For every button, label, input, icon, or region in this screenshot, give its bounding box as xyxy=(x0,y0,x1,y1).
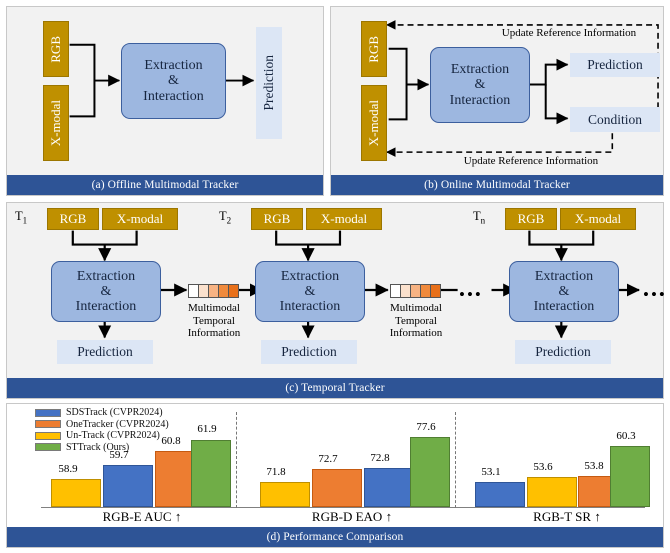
time-label-t1: T1 xyxy=(15,209,28,226)
panel-d-caption: (d) Performance Comparison xyxy=(7,527,663,547)
legend-label-untrack: Un-Track (CVPR2024) xyxy=(66,430,160,442)
bar-value: 72.8 xyxy=(370,452,390,464)
feedback-label-top: Update Reference Information xyxy=(501,27,637,39)
output-box-prediction-t1: Prediction xyxy=(57,340,153,364)
legend-item: Un-Track (CVPR2024) xyxy=(35,430,169,442)
panel-temporal-tracker: T1 RGB X-modal Extraction & Interaction … xyxy=(6,202,665,399)
bar-rgbd-onetracker xyxy=(312,469,362,507)
sequence-ellipsis-end: ••• xyxy=(643,285,667,304)
chart-plot-area: SDSTrack (CVPR2024) OneTracker (CVPR2024… xyxy=(7,404,663,527)
input-box-rgb-tn: RGB xyxy=(505,208,557,230)
core-box-extraction-interaction-t1: Extraction & Interaction xyxy=(51,261,161,322)
panel-c-arrows xyxy=(71,230,640,339)
chart-legend: SDSTrack (CVPR2024) OneTracker (CVPR2024… xyxy=(35,407,169,453)
memory-label-2: Multimodal Temporal Information xyxy=(389,302,443,340)
bar-rgbt-sdstrack xyxy=(475,482,525,507)
legend-swatch-untrack xyxy=(35,431,61,440)
feedback-label-bottom: Update Reference Information xyxy=(463,155,599,167)
memory-label-1: Multimodal Temporal Information xyxy=(187,302,241,340)
panel-b-arrows xyxy=(386,20,659,157)
group-separator-1 xyxy=(236,412,237,508)
bar-value: 53.8 xyxy=(584,460,604,472)
panel-online-multimodal-tracker: RGB X-modal Extraction & Interaction Pre… xyxy=(330,6,664,196)
panel-b-body: RGB X-modal Extraction & Interaction Pre… xyxy=(331,7,663,175)
output-box-prediction-t2: Prediction xyxy=(261,340,357,364)
legend-label-sttrack: STTrack (Ours) xyxy=(66,441,130,453)
input-box-rgb: RGB xyxy=(361,21,387,77)
panel-a-body: RGB X-modal Extraction & Interaction Pre… xyxy=(7,7,323,175)
bar-rgbe-untrack xyxy=(51,479,101,507)
legend-swatch-sttrack xyxy=(35,443,61,452)
input-box-rgb-t2: RGB xyxy=(251,208,303,230)
bar-rgbd-untrack xyxy=(260,482,310,507)
output-box-condition: Condition xyxy=(570,107,660,132)
core-box-extraction-interaction: Extraction & Interaction xyxy=(430,47,530,123)
bar-value: 60.3 xyxy=(616,430,636,442)
group-label-rgb-t: RGB-T SR ↑ xyxy=(533,509,601,524)
output-box-prediction: Prediction xyxy=(256,27,282,139)
group-separator-2 xyxy=(455,412,456,508)
chart-baseline xyxy=(41,507,645,509)
input-box-xmodal: X-modal xyxy=(43,85,69,161)
panel-performance-comparison: SDSTrack (CVPR2024) OneTracker (CVPR2024… xyxy=(6,403,664,548)
bar-value: 53.1 xyxy=(481,466,501,478)
legend-swatch-sdstrack xyxy=(35,408,61,417)
group-label-rgb-d: RGB-D EAO ↑ xyxy=(311,509,393,524)
bar-rgbd-sdstrack xyxy=(364,468,414,507)
panel-offline-multimodal-tracker: RGB X-modal Extraction & Interaction Pre… xyxy=(6,6,324,196)
bar-value: 59.7 xyxy=(109,449,129,461)
bar-rgbd-sttrack xyxy=(410,437,450,507)
memory-token-strip-2 xyxy=(390,284,441,298)
bar-value: 60.8 xyxy=(161,435,181,447)
bar-rgbt-untrack xyxy=(527,477,577,507)
legend-item: SDSTrack (CVPR2024) xyxy=(35,407,169,419)
panel-a-arrows xyxy=(69,43,255,118)
legend-label-sdstrack: SDSTrack (CVPR2024) xyxy=(66,407,163,419)
bar-value: 58.9 xyxy=(58,463,78,475)
panel-c-body: T1 RGB X-modal Extraction & Interaction … xyxy=(7,203,665,378)
output-box-prediction: Prediction xyxy=(570,53,660,77)
legend-label-onetracker: OneTracker (CVPR2024) xyxy=(66,418,169,430)
core-box-extraction-interaction: Extraction & Interaction xyxy=(121,43,226,119)
sequence-ellipsis-middle: ••• xyxy=(459,285,483,304)
core-box-extraction-interaction-tn: Extraction & Interaction xyxy=(509,261,619,322)
legend-swatch-onetracker xyxy=(35,420,61,429)
output-box-prediction-tn: Prediction xyxy=(515,340,611,364)
time-label-tn: Tn xyxy=(473,209,486,226)
group-label-rgb-e: RGB-E AUC ↑ xyxy=(102,509,182,524)
bar-rgbe-sttrack xyxy=(191,440,231,507)
panel-a-caption: (a) Offline Multimodal Tracker xyxy=(7,175,323,195)
time-label-t2: T2 xyxy=(219,209,232,226)
input-box-xmodal-t1: X-modal xyxy=(102,208,178,230)
bar-value: 61.9 xyxy=(197,423,217,435)
input-box-xmodal-t2: X-modal xyxy=(306,208,382,230)
bar-value: 53.6 xyxy=(533,461,553,473)
core-box-extraction-interaction-t2: Extraction & Interaction xyxy=(255,261,365,322)
bar-value: 72.7 xyxy=(318,453,338,465)
legend-item: STTrack (Ours) xyxy=(35,442,169,454)
bar-value: 71.8 xyxy=(266,466,286,478)
input-box-xmodal: X-modal xyxy=(361,85,387,161)
bar-rgbt-sttrack xyxy=(610,446,650,507)
bar-rgbe-sdstrack xyxy=(103,465,153,507)
bar-value: 77.6 xyxy=(416,421,436,433)
input-box-xmodal-tn: X-modal xyxy=(560,208,636,230)
panel-b-caption: (b) Online Multimodal Tracker xyxy=(331,175,663,195)
input-box-rgb: RGB xyxy=(43,21,69,77)
legend-item: OneTracker (CVPR2024) xyxy=(35,419,169,431)
input-box-rgb-t1: RGB xyxy=(47,208,99,230)
memory-token-strip-1 xyxy=(188,284,239,298)
panel-c-caption: (c) Temporal Tracker xyxy=(7,378,663,398)
